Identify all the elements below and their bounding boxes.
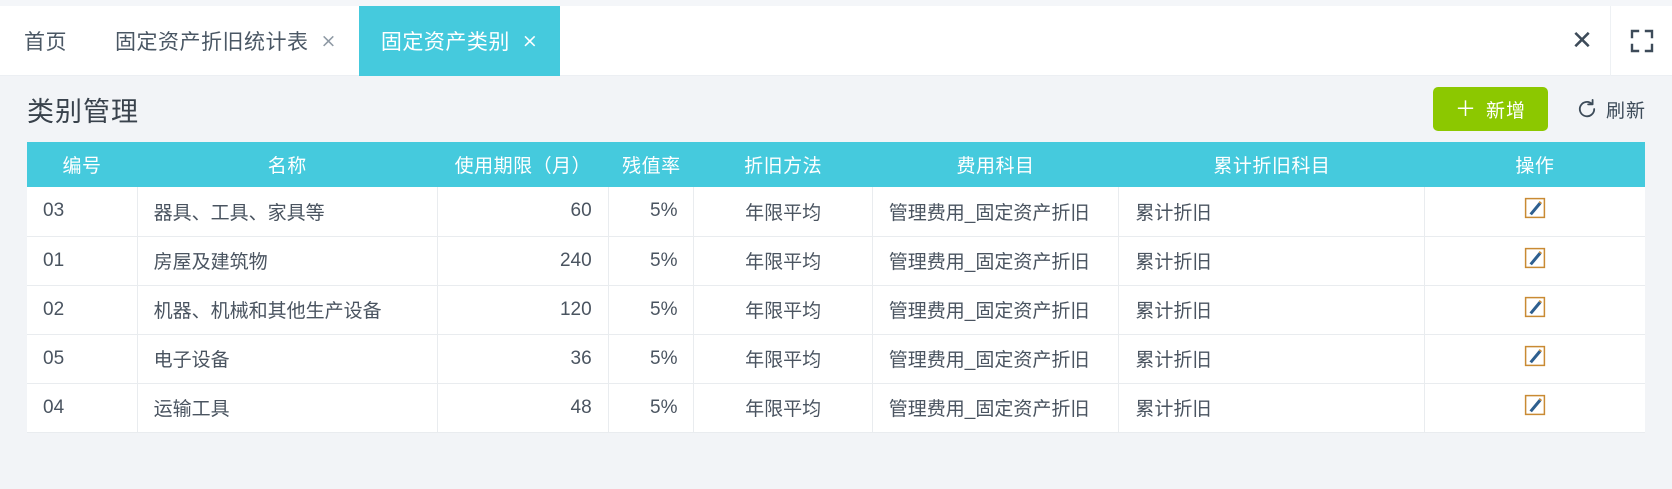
cell-name: 运输工具 xyxy=(137,383,439,433)
cell-life: 60 xyxy=(437,187,609,237)
refresh-button-label: 刷新 xyxy=(1605,100,1646,122)
column-header-method[interactable]: 折旧方法 xyxy=(693,142,873,187)
category-table: 编号 名称 使用期限（月） 残值率 折旧方法 费用科目 累计折旧科目 操作 03 器具、工具、家… xyxy=(27,142,1645,433)
tab-close-icon[interactable]: × xyxy=(521,29,539,52)
cell-code: 01 xyxy=(27,236,138,286)
tab-close-icon[interactable]: × xyxy=(320,29,337,52)
cell-accum: 累计折旧 xyxy=(1118,334,1426,384)
table-row[interactable]: 02 机器、机械和其他生产设备 120 5% 年限平均 管理费用_固定资产折旧 累计折旧 xyxy=(27,285,1645,335)
page-title: 类别管理 xyxy=(27,96,139,127)
cell-action xyxy=(1424,236,1645,286)
close-all-tabs-button[interactable]: ✕ xyxy=(1554,6,1610,76)
tab-bar-spacer xyxy=(560,0,1554,75)
column-header-action[interactable]: 操作 xyxy=(1424,142,1645,187)
cell-action xyxy=(1424,383,1645,433)
cell-resid: 5% xyxy=(608,334,695,384)
table-header: 编号 名称 使用期限（月） 残值率 折旧方法 费用科目 累计折旧科目 操作 xyxy=(27,142,1645,187)
refresh-icon xyxy=(1578,99,1596,118)
edit-row-button[interactable] xyxy=(1524,345,1546,367)
cell-code: 04 xyxy=(27,383,138,433)
cell-name: 房屋及建筑物 xyxy=(137,236,439,286)
column-header-code[interactable]: 编号 xyxy=(27,142,138,187)
edit-icon xyxy=(1525,198,1546,219)
plus-icon: ＋ xyxy=(1454,96,1477,121)
column-header-accum[interactable]: 累计折旧科目 xyxy=(1118,142,1425,187)
tab-label: 固定资产类别 xyxy=(380,31,510,54)
tab-item[interactable]: 首页 xyxy=(0,6,93,76)
table-header-row: 编号 名称 使用期限（月） 残值率 折旧方法 费用科目 累计折旧科目 操作 xyxy=(27,142,1645,187)
tab-bar: 首页 固定资产折旧统计表 × 固定资产类别 × ✕ xyxy=(0,0,1672,76)
column-header-resid[interactable]: 残值率 xyxy=(608,142,694,187)
cell-resid: 5% xyxy=(608,236,695,286)
close-icon: ✕ xyxy=(1571,26,1593,56)
table-body: 03 器具、工具、家具等 60 5% 年限平均 管理费用_固定资产折旧 累计折旧 01 房屋及建… xyxy=(27,187,1645,433)
cell-method: 年限平均 xyxy=(693,187,873,237)
add-button-label: 新增 xyxy=(1485,100,1526,122)
cell-accum: 累计折旧 xyxy=(1118,187,1426,237)
edit-row-button[interactable] xyxy=(1524,197,1546,219)
fullscreen-toggle-button[interactable] xyxy=(1610,6,1672,76)
cell-method: 年限平均 xyxy=(693,334,873,384)
cell-name: 电子设备 xyxy=(137,334,439,384)
cell-method: 年限平均 xyxy=(693,285,873,335)
column-header-exp[interactable]: 费用科目 xyxy=(872,142,1119,187)
cell-resid: 5% xyxy=(608,285,695,335)
cell-exp: 管理费用_固定资产折旧 xyxy=(872,285,1120,335)
cell-resid: 5% xyxy=(608,383,695,433)
cell-life: 48 xyxy=(437,383,609,433)
cell-action xyxy=(1424,285,1645,335)
cell-code: 02 xyxy=(27,285,138,335)
cell-action xyxy=(1424,187,1645,237)
cell-accum: 累计折旧 xyxy=(1118,383,1426,433)
column-header-life[interactable]: 使用期限（月） xyxy=(437,142,609,187)
tab-label: 固定资产折旧统计表 xyxy=(115,31,309,54)
cell-exp: 管理费用_固定资产折旧 xyxy=(872,383,1120,433)
add-button[interactable]: ＋ 新增 xyxy=(1432,87,1548,131)
cell-resid: 5% xyxy=(608,187,695,237)
category-table-container: 编号 名称 使用期限（月） 残值率 折旧方法 费用科目 累计折旧科目 操作 03 器具、工具、家… xyxy=(27,142,1645,433)
cell-name: 器具、工具、家具等 xyxy=(137,187,439,237)
edit-icon xyxy=(1525,345,1546,366)
tab-item[interactable]: 固定资产折旧统计表 × xyxy=(93,6,359,76)
edit-icon xyxy=(1525,296,1546,317)
table-row[interactable]: 03 器具、工具、家具等 60 5% 年限平均 管理费用_固定资产折旧 累计折旧 xyxy=(27,187,1645,237)
table-row[interactable]: 04 运输工具 48 5% 年限平均 管理费用_固定资产折旧 累计折旧 xyxy=(27,383,1645,433)
cell-exp: 管理费用_固定资产折旧 xyxy=(872,187,1120,237)
cell-life: 36 xyxy=(437,334,609,384)
cell-name: 机器、机械和其他生产设备 xyxy=(137,285,439,335)
fullscreen-icon xyxy=(1630,29,1653,53)
cell-code: 03 xyxy=(27,187,138,237)
cell-accum: 累计折旧 xyxy=(1118,285,1426,335)
page-header: 类别管理 ＋ 新增 刷新 xyxy=(0,76,1672,142)
table-row[interactable]: 01 房屋及建筑物 240 5% 年限平均 管理费用_固定资产折旧 累计折旧 xyxy=(27,236,1645,286)
cell-action xyxy=(1424,334,1645,384)
tab-label: 首页 xyxy=(24,31,67,54)
cell-life: 120 xyxy=(437,285,609,335)
cell-exp: 管理费用_固定资产折旧 xyxy=(872,334,1120,384)
cell-exp: 管理费用_固定资产折旧 xyxy=(872,236,1120,286)
cell-method: 年限平均 xyxy=(693,383,873,433)
edit-row-button[interactable] xyxy=(1524,247,1546,269)
cell-accum: 累计折旧 xyxy=(1118,236,1426,286)
column-header-name[interactable]: 名称 xyxy=(137,142,438,187)
cell-code: 05 xyxy=(27,334,138,384)
refresh-button[interactable]: 刷新 xyxy=(1572,90,1650,129)
edit-row-button[interactable] xyxy=(1524,296,1546,318)
cell-life: 240 xyxy=(437,236,609,286)
tab-item[interactable]: 固定资产类别 × xyxy=(358,6,561,76)
table-row[interactable]: 05 电子设备 36 5% 年限平均 管理费用_固定资产折旧 累计折旧 xyxy=(27,334,1645,384)
edit-row-button[interactable] xyxy=(1524,394,1546,416)
edit-icon xyxy=(1525,247,1546,268)
cell-method: 年限平均 xyxy=(693,236,873,286)
edit-icon xyxy=(1525,394,1546,415)
